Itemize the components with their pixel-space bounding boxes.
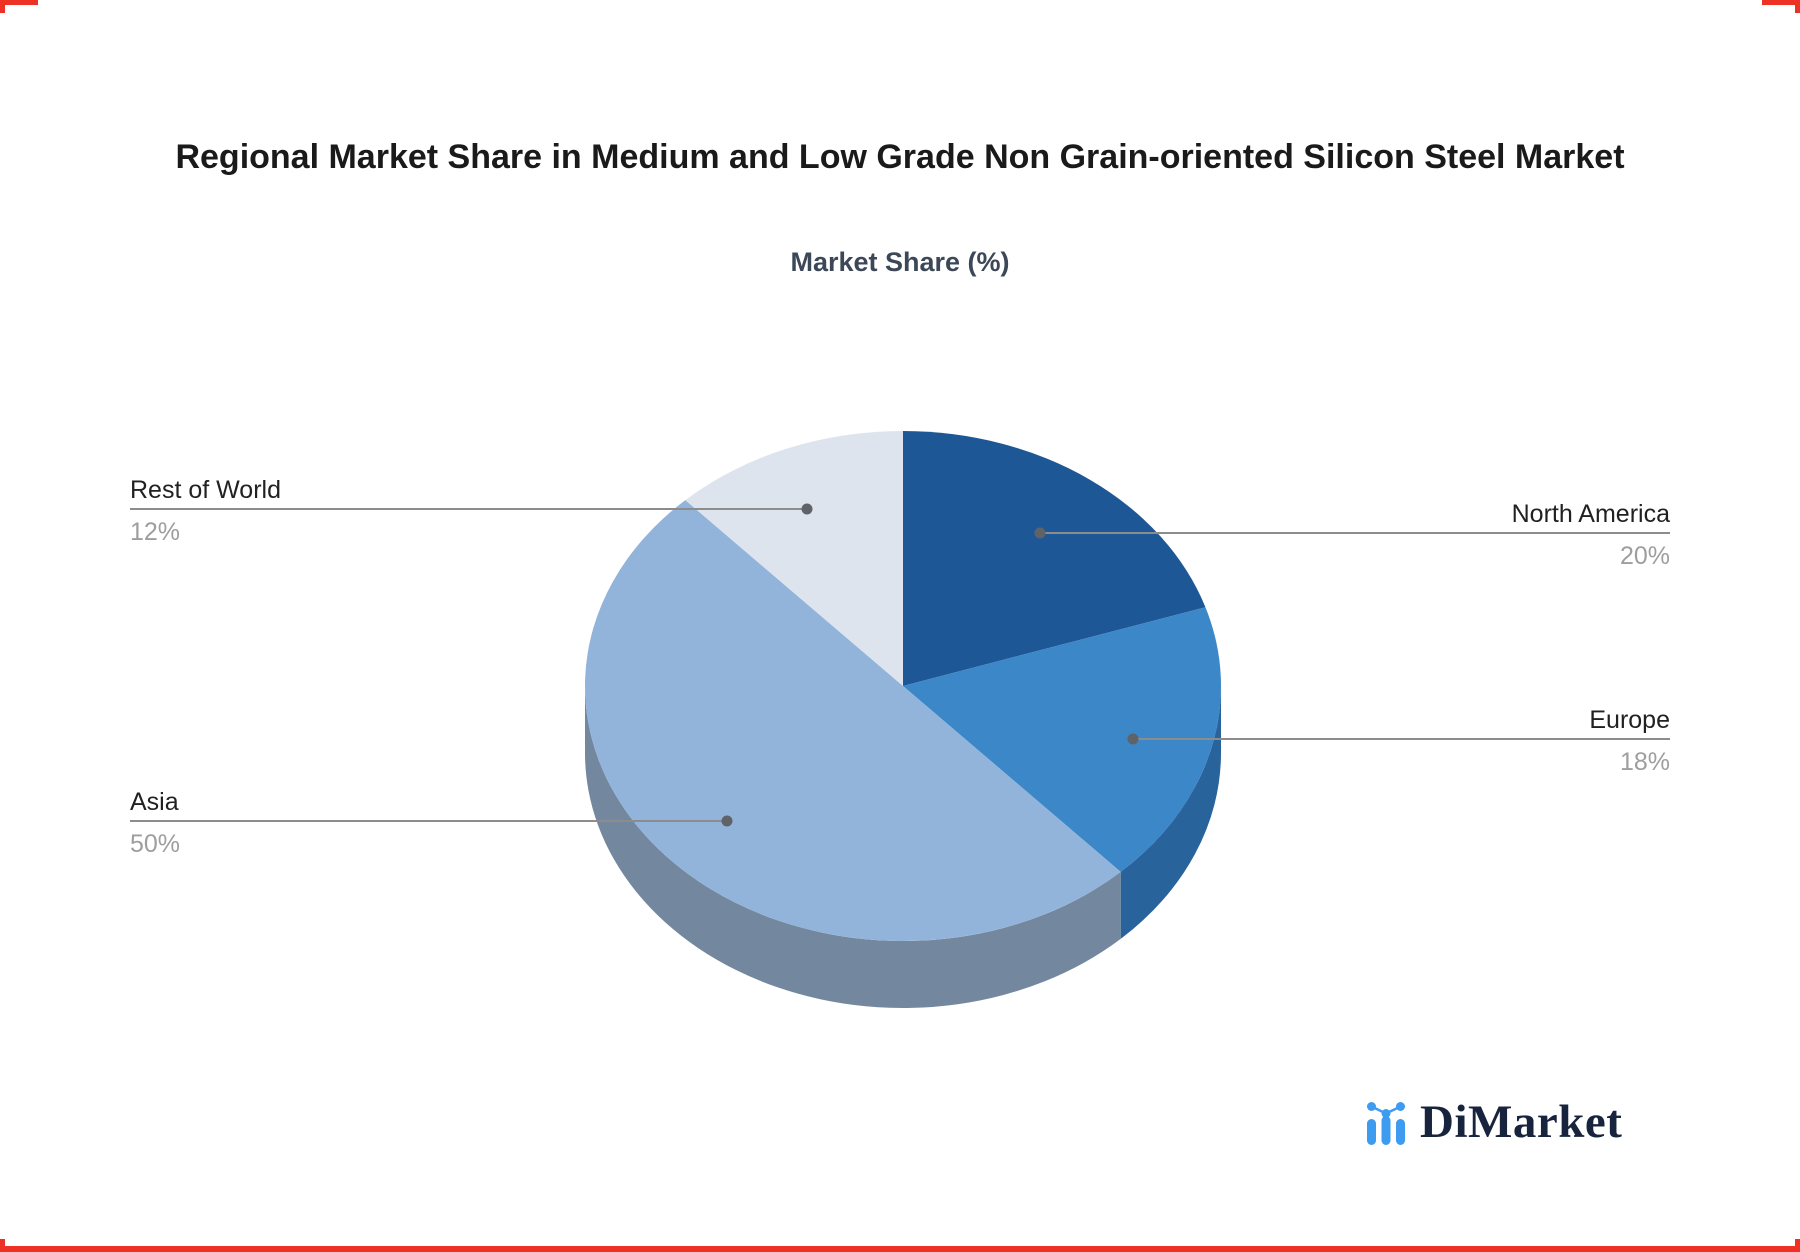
brand-logo-text: DiMarket bbox=[1420, 1096, 1623, 1148]
leader-dot-rest-of-world bbox=[801, 503, 813, 515]
slice-label-name: Europe bbox=[1589, 706, 1670, 734]
red-crop-mark-bottom-right-v bbox=[1795, 1239, 1800, 1252]
chart-title: Regional Market Share in Medium and Low … bbox=[175, 138, 1625, 176]
slice-label-value: 20% bbox=[1619, 542, 1670, 570]
bar-chart-icon bbox=[1367, 1102, 1405, 1145]
slice-label-name: Asia bbox=[130, 788, 179, 816]
pie-slice-europe[interactable] bbox=[903, 607, 1221, 872]
red-crop-mark-top-left bbox=[0, 0, 38, 5]
slice-label-name: North America bbox=[1511, 500, 1670, 528]
leader-dot-north-america bbox=[1034, 527, 1046, 539]
slice-label-europe: Europe 18% bbox=[1589, 705, 1670, 777]
pie-slice-side-europe bbox=[1120, 686, 1221, 939]
leader-dot-asia bbox=[721, 815, 733, 827]
pie-slice-side-asia bbox=[585, 686, 1121, 1009]
red-crop-mark-bottom-left-v bbox=[0, 1239, 5, 1252]
leader-dot-europe bbox=[1127, 733, 1139, 745]
red-crop-mark-top-right-v bbox=[1795, 0, 1800, 13]
pie-slice-asia[interactable] bbox=[584, 500, 1121, 942]
slice-label-value: 50% bbox=[130, 830, 181, 858]
pie-slice-north-america[interactable] bbox=[903, 431, 1206, 686]
red-crop-mark-bottom-line bbox=[0, 1246, 1800, 1252]
brand-logo: DiMarket bbox=[1366, 1096, 1622, 1148]
red-crop-mark-top-left-v bbox=[0, 0, 5, 13]
slice-label-asia: Asia 50% bbox=[130, 787, 180, 859]
red-crop-mark-top-right bbox=[1762, 0, 1800, 5]
slice-label-north-america: North America 20% bbox=[1512, 499, 1670, 571]
chart-subtitle: Market Share (%) bbox=[790, 247, 1010, 277]
slice-label-value: 12% bbox=[130, 518, 181, 546]
slice-label-rest-of-world: Rest of World 12% bbox=[130, 475, 281, 547]
pie-slice-rest-of-world[interactable] bbox=[685, 431, 903, 686]
slice-label-value: 18% bbox=[1619, 748, 1670, 776]
slice-label-name: Rest of World bbox=[130, 476, 281, 504]
